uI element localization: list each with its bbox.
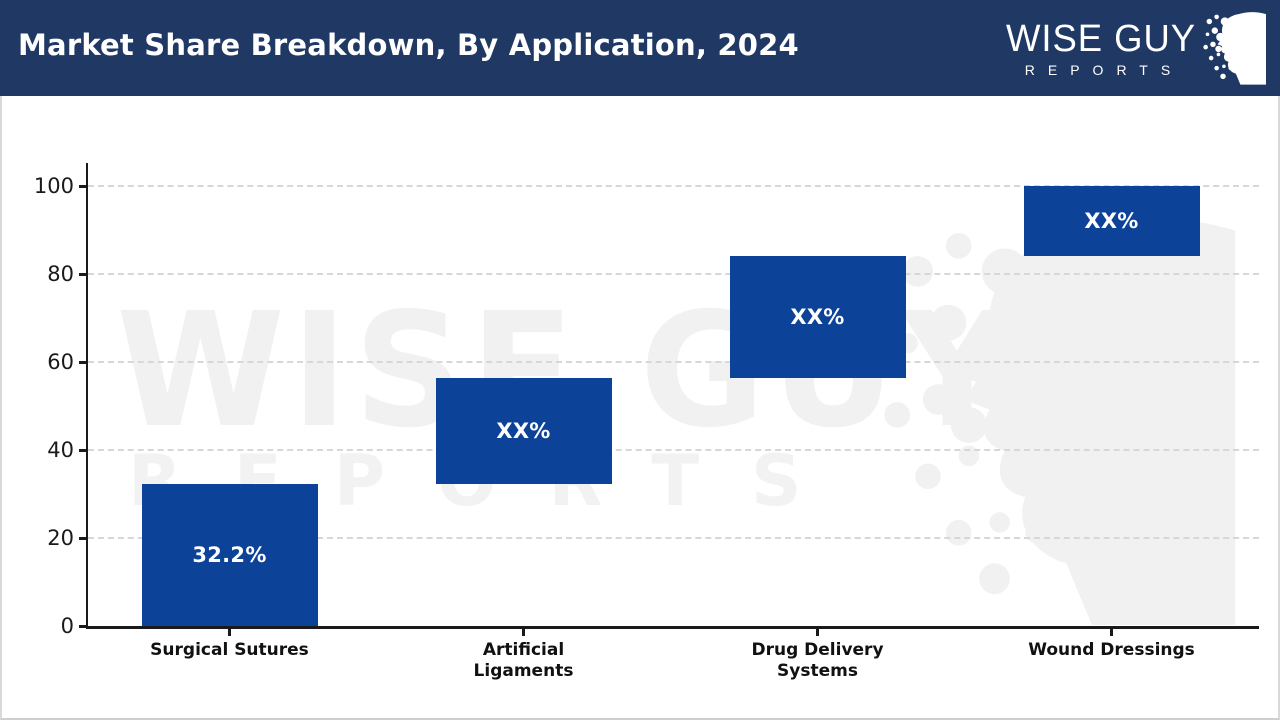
y-tick-mark [79, 449, 88, 452]
y-tick-label: 100 [33, 174, 74, 198]
x-tick-mark [1110, 628, 1113, 636]
wiseguy-logo: WISE GUY REPORTS [1002, 9, 1266, 87]
y-axis-spine [85, 163, 88, 629]
y-tick-label: 80 [47, 262, 74, 286]
bar-value-label: XX% [790, 304, 845, 329]
y-tick-label: 0 [60, 614, 74, 638]
logo-wordmark: WISE GUY [1005, 17, 1197, 60]
x-tick-mark [228, 628, 231, 636]
y-gridline [88, 185, 1259, 187]
y-tick-label: 40 [47, 438, 74, 462]
logo-face-icon [1203, 12, 1266, 85]
y-tick-mark [79, 361, 88, 364]
y-gridline [88, 537, 1259, 539]
x-axis-spine [85, 626, 1259, 629]
y-tick-mark [79, 625, 88, 628]
y-tick-label: 20 [47, 526, 74, 550]
x-tick-mark [816, 628, 819, 636]
watermark-face-icon [884, 218, 1236, 625]
y-gridline [88, 449, 1259, 451]
chart-title: Market Share Breakdown, By Application, … [18, 28, 799, 62]
bar-wound-dressings: XX% [1023, 186, 1200, 256]
bar-artificial-ligaments: XX% [435, 378, 612, 485]
y-gridline [88, 273, 1259, 275]
logo-text: WISE GUY REPORTS [1002, 20, 1200, 77]
x-axis-label-wound-dressings: Wound Dressings [1028, 640, 1195, 660]
y-tick-label: 60 [47, 350, 74, 374]
bar-value-label: XX% [496, 419, 551, 444]
x-axis-label-surgical-sutures: Surgical Sutures [150, 640, 309, 660]
bar-drug-delivery-systems: XX% [729, 255, 906, 379]
y-tick-mark [79, 185, 88, 188]
bar-value-label: XX% [1084, 208, 1139, 233]
header-bar: Market Share Breakdown, By Application, … [0, 0, 1280, 96]
y-gridline [88, 361, 1259, 363]
x-tick-mark [522, 628, 525, 636]
y-tick-mark [79, 537, 88, 540]
bar-value-label: 32.2% [192, 543, 267, 568]
logo-subtext: REPORTS [1024, 61, 1184, 78]
y-tick-mark [79, 273, 88, 276]
bar-surgical-sutures: 32.2% [141, 484, 318, 626]
x-axis-label-drug-delivery-systems: Drug Delivery Systems [751, 640, 884, 682]
x-axis-label-artificial-ligaments: Artificial Ligaments [473, 640, 574, 682]
